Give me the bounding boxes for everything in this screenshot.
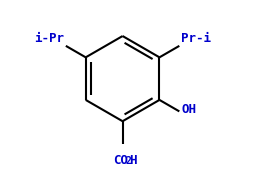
Text: H: H — [128, 154, 136, 167]
Text: Pr-i: Pr-i — [180, 32, 210, 45]
Text: i-Pr: i-Pr — [34, 32, 64, 45]
Text: CO: CO — [112, 154, 127, 167]
Text: 2: 2 — [124, 156, 130, 166]
Text: OH: OH — [181, 103, 196, 116]
